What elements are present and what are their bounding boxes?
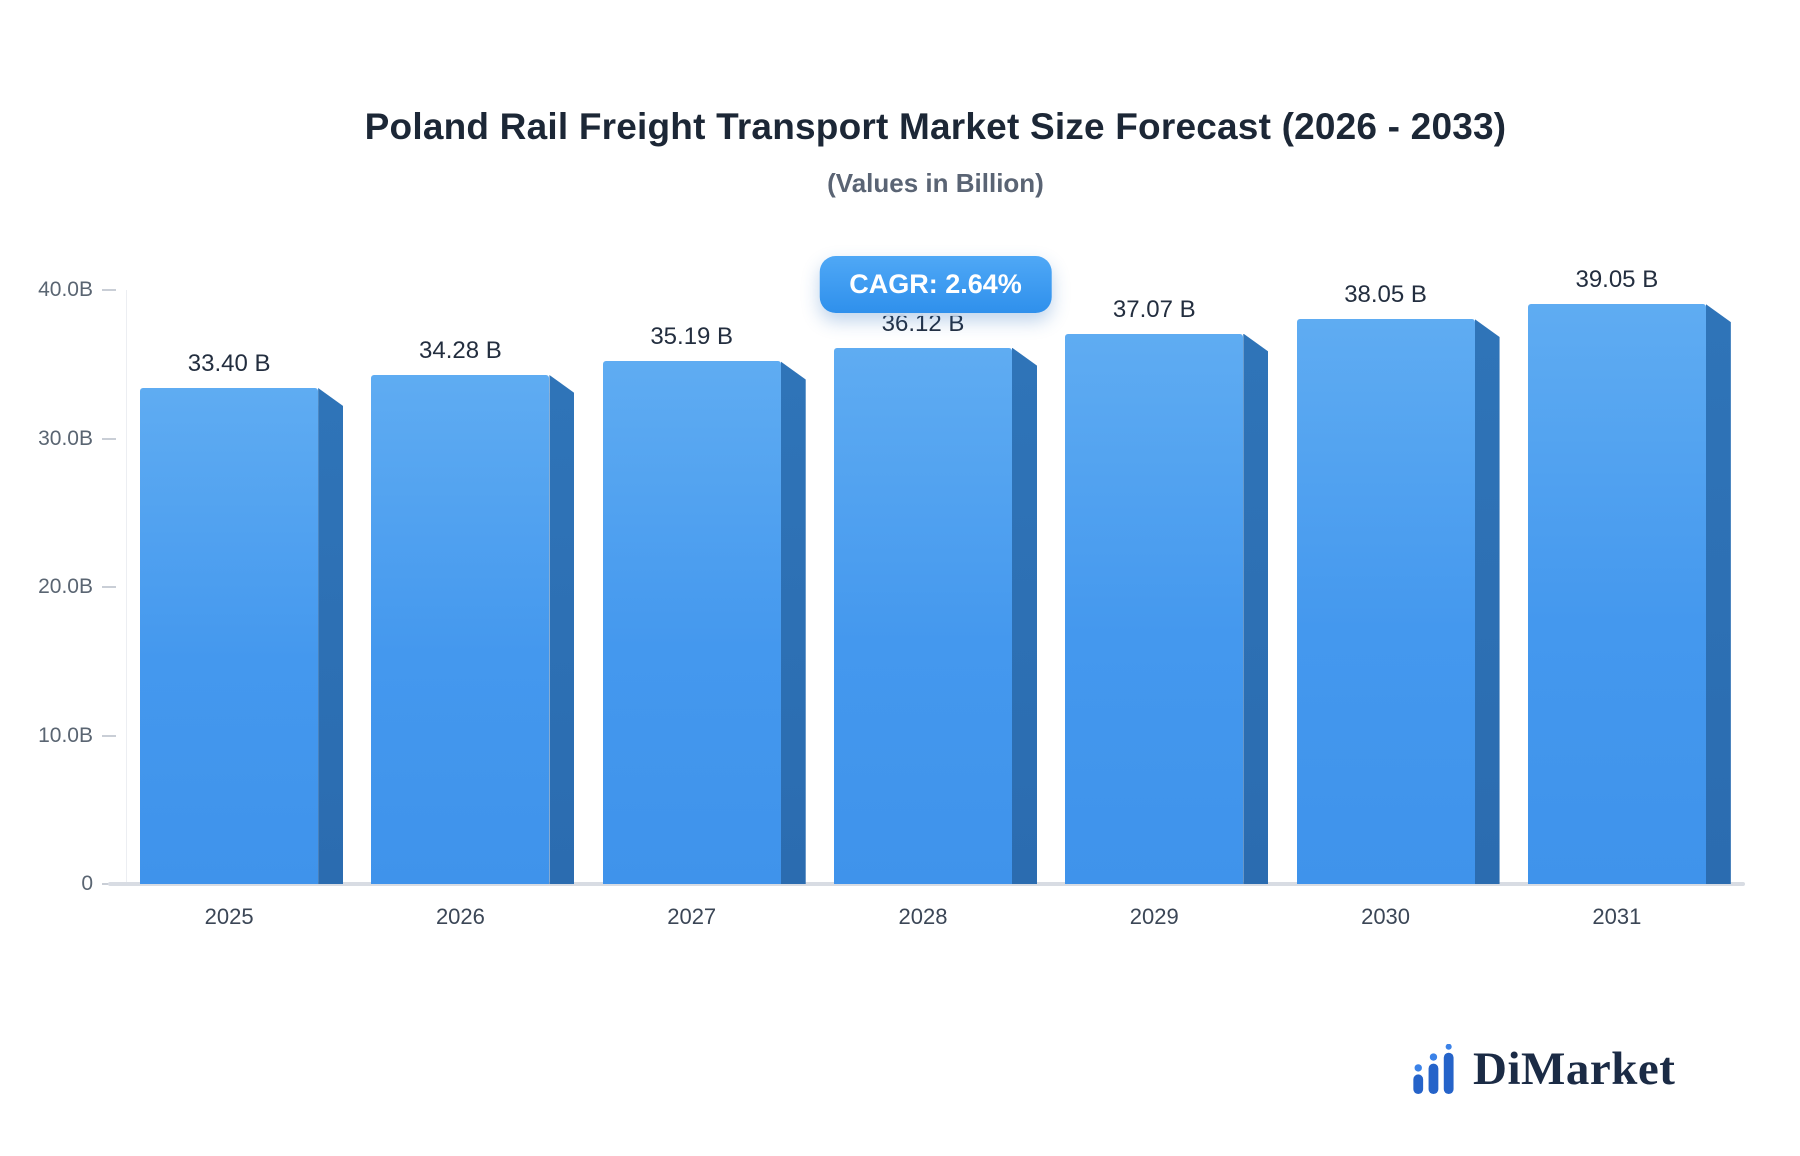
y-axis-tick-label: 40.0B (38, 278, 93, 301)
bar-2026[interactable]: 34.28 B (371, 337, 575, 884)
x-axis-label: 2029 (1129, 904, 1179, 929)
bar-2028[interactable]: 36.12 B (834, 310, 1037, 884)
bar-2031[interactable]: 39.05 B (1527, 266, 1731, 884)
y-axis-tick: 40.0B (38, 277, 116, 303)
bar-front-face[interactable] (1527, 304, 1706, 884)
bar-value-label: 37.07 B (1112, 295, 1196, 323)
bar-side-face (1012, 347, 1037, 884)
bar-side-face (1705, 304, 1731, 884)
x-axis-label: 2026 (435, 904, 485, 929)
bar-front-face[interactable] (371, 374, 550, 884)
x-axis-line (108, 882, 1745, 886)
bar-side-face (1243, 333, 1269, 884)
x-axis: 2025 2026 2027 2028 2029 2030 2031 (126, 884, 1745, 944)
dimarket-logo-text: DiMarket (1473, 1043, 1676, 1095)
bar-front-face[interactable] (1065, 333, 1244, 884)
x-axis-label: 2030 (1361, 904, 1411, 929)
y-axis-tick: 30.0B (38, 426, 116, 452)
y-axis-tick-mark (102, 586, 116, 588)
bar-front-face[interactable] (602, 361, 781, 884)
y-axis: 0 10.0B 20.0B 30.0B 40.0B (0, 278, 126, 895)
y-axis-tick-label: 20.0B (38, 575, 93, 598)
y-axis-tick-label: 30.0B (38, 426, 93, 450)
bar-side-face (318, 388, 344, 884)
y-axis-tick: 20.0B (38, 574, 116, 600)
bar-2029[interactable]: 37.07 B (1065, 296, 1269, 884)
y-axis-line (126, 290, 127, 884)
bar-value-label: 36.12 B (881, 309, 965, 337)
y-axis-tick: 10.0B (38, 723, 116, 749)
plot-region: 33.40 B 34.28 B 35.19 B 36.12 B 37.07 B 38.05… (108, 256, 1745, 886)
bar-value-label: 33.40 B (187, 350, 271, 378)
bar-front-face[interactable] (140, 388, 319, 884)
bar-value-label: 35.19 B (650, 323, 734, 351)
x-axis-label: 2028 (898, 904, 948, 929)
bar-2025[interactable]: 33.40 B (140, 350, 344, 884)
bar-side-face (1474, 318, 1500, 884)
y-axis-tick-mark (102, 289, 116, 291)
y-axis-tick-mark (102, 437, 116, 440)
bar-front-face[interactable] (834, 347, 1012, 884)
chart-header: Poland Rail Freight Transport Market Siz… (126, 106, 1745, 199)
bar-front-face[interactable] (1296, 318, 1475, 884)
bar-side-face (549, 374, 575, 884)
dimarket-logo-icon (1413, 1044, 1454, 1094)
cagr-badge: CAGR: 2.64% (819, 256, 1052, 313)
chart-subtitle: (Values in Billion) (827, 168, 1044, 198)
bar-side-face (780, 361, 806, 884)
bar-2030[interactable]: 38.05 B (1296, 281, 1500, 884)
x-axis-label: 2025 (204, 904, 254, 929)
x-axis-label: 2027 (667, 904, 717, 929)
bar-value-label: 39.05 B (1575, 266, 1659, 294)
bar-2027[interactable]: 35.19 B (602, 323, 806, 884)
y-axis-tick-mark (102, 734, 116, 737)
chart-title: Poland Rail Freight Transport Market Siz… (364, 106, 1507, 147)
bar-value-label: 34.28 B (419, 336, 502, 364)
y-axis-tick-label: 0 (81, 872, 93, 895)
bar-value-label: 38.05 B (1344, 280, 1427, 308)
x-axis-label: 2031 (1592, 904, 1642, 929)
y-axis-tick-label: 10.0B (38, 723, 93, 747)
dimarket-logo: DiMarket (1408, 1036, 1675, 1102)
